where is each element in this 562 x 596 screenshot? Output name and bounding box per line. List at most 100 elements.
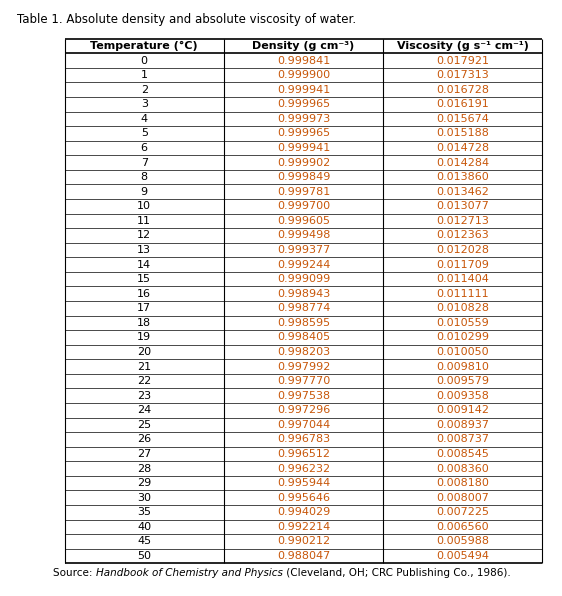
Text: 0.988047: 0.988047 (277, 551, 330, 561)
Text: 0.008360: 0.008360 (436, 464, 489, 474)
Text: 0.009579: 0.009579 (436, 376, 489, 386)
Text: 8: 8 (140, 172, 148, 182)
Text: 0.998405: 0.998405 (277, 333, 330, 343)
Text: 0.997992: 0.997992 (277, 362, 330, 371)
Text: 1: 1 (140, 70, 148, 80)
Text: 21: 21 (137, 362, 151, 371)
Text: 0.012713: 0.012713 (436, 216, 489, 226)
Text: 28: 28 (137, 464, 151, 474)
Text: 13: 13 (137, 245, 151, 255)
Text: 0.006560: 0.006560 (437, 522, 489, 532)
Text: 0.999902: 0.999902 (277, 157, 330, 167)
Text: Temperature (°C): Temperature (°C) (90, 41, 198, 51)
Text: 45: 45 (137, 536, 151, 547)
Text: 0.994029: 0.994029 (277, 507, 330, 517)
Text: 0.999965: 0.999965 (277, 128, 330, 138)
Text: 0.010299: 0.010299 (436, 333, 489, 343)
Text: 35: 35 (137, 507, 151, 517)
Text: 0.009358: 0.009358 (436, 390, 489, 401)
Text: 0.010559: 0.010559 (436, 318, 489, 328)
Text: 4: 4 (140, 114, 148, 124)
Text: 0: 0 (140, 55, 148, 66)
Text: 0.015188: 0.015188 (436, 128, 489, 138)
Text: 0.999700: 0.999700 (277, 201, 330, 212)
Text: 0.999244: 0.999244 (277, 259, 330, 269)
Text: 18: 18 (137, 318, 151, 328)
Text: 7: 7 (140, 157, 148, 167)
Text: 0.999849: 0.999849 (277, 172, 330, 182)
Text: 0.992214: 0.992214 (277, 522, 330, 532)
Text: 0.005494: 0.005494 (436, 551, 489, 561)
Text: 16: 16 (137, 288, 151, 299)
Text: 29: 29 (137, 478, 151, 488)
Text: 11: 11 (137, 216, 151, 226)
Text: 0.013860: 0.013860 (436, 172, 489, 182)
Text: 0.997538: 0.997538 (277, 390, 330, 401)
Text: 14: 14 (137, 259, 151, 269)
Text: 0.998774: 0.998774 (277, 303, 330, 313)
Text: 0.008545: 0.008545 (436, 449, 489, 459)
Text: Source:: Source: (53, 568, 96, 578)
Text: 0.011404: 0.011404 (436, 274, 489, 284)
Text: 0.008737: 0.008737 (436, 434, 489, 445)
Text: 0.010050: 0.010050 (437, 347, 489, 357)
Text: 0.011709: 0.011709 (436, 259, 489, 269)
Text: Density (g cm⁻³): Density (g cm⁻³) (252, 41, 355, 51)
Text: 0.997770: 0.997770 (277, 376, 330, 386)
Text: 0.008937: 0.008937 (436, 420, 489, 430)
Text: 0.005988: 0.005988 (436, 536, 489, 547)
Text: 0.013462: 0.013462 (436, 187, 489, 197)
Text: 0.995944: 0.995944 (277, 478, 330, 488)
Text: 20: 20 (137, 347, 151, 357)
Text: 0.999965: 0.999965 (277, 100, 330, 109)
Text: 5: 5 (140, 128, 148, 138)
Text: 22: 22 (137, 376, 151, 386)
Text: 0.999781: 0.999781 (277, 187, 330, 197)
Text: Handbook of Chemistry and Physics: Handbook of Chemistry and Physics (96, 568, 283, 578)
Text: 0.009810: 0.009810 (436, 362, 489, 371)
Text: 0.999099: 0.999099 (277, 274, 330, 284)
Text: 0.997296: 0.997296 (277, 405, 330, 415)
Text: 0.999900: 0.999900 (277, 70, 330, 80)
Text: 0.996232: 0.996232 (277, 464, 330, 474)
Text: 25: 25 (137, 420, 151, 430)
Text: 24: 24 (137, 405, 151, 415)
Text: 0.990212: 0.990212 (277, 536, 330, 547)
Text: (Cleveland, OH; CRC Publishing Co., 1986).: (Cleveland, OH; CRC Publishing Co., 1986… (283, 568, 511, 578)
Text: 0.017313: 0.017313 (436, 70, 489, 80)
Text: 6: 6 (140, 143, 148, 153)
Text: 27: 27 (137, 449, 151, 459)
Text: 0.014284: 0.014284 (436, 157, 490, 167)
Text: 0.008180: 0.008180 (436, 478, 489, 488)
Text: 0.999377: 0.999377 (277, 245, 330, 255)
Text: 0.007225: 0.007225 (436, 507, 489, 517)
Text: 0.016191: 0.016191 (436, 100, 489, 109)
Text: 26: 26 (137, 434, 151, 445)
Text: 23: 23 (137, 390, 151, 401)
Text: 0.999841: 0.999841 (277, 55, 330, 66)
Text: 40: 40 (137, 522, 151, 532)
Text: 0.011111: 0.011111 (437, 288, 489, 299)
Text: 19: 19 (137, 333, 151, 343)
Text: 0.997044: 0.997044 (277, 420, 330, 430)
Text: Table 1. Absolute density and absolute viscosity of water.: Table 1. Absolute density and absolute v… (17, 13, 356, 26)
Text: 0.016728: 0.016728 (436, 85, 489, 95)
Text: 10: 10 (137, 201, 151, 212)
Text: 0.998595: 0.998595 (277, 318, 330, 328)
Text: 30: 30 (137, 493, 151, 502)
Text: 0.014728: 0.014728 (436, 143, 490, 153)
Text: 0.996783: 0.996783 (277, 434, 330, 445)
Text: 0.008007: 0.008007 (436, 493, 489, 502)
Text: 0.995646: 0.995646 (277, 493, 330, 502)
Text: 0.012363: 0.012363 (436, 231, 489, 240)
Text: Viscosity (g s⁻¹ cm⁻¹): Viscosity (g s⁻¹ cm⁻¹) (397, 41, 529, 51)
Text: 15: 15 (137, 274, 151, 284)
Text: 0.012028: 0.012028 (436, 245, 489, 255)
Text: 0.998203: 0.998203 (277, 347, 330, 357)
Text: 0.999973: 0.999973 (277, 114, 330, 124)
Text: 17: 17 (137, 303, 151, 313)
Text: 9: 9 (140, 187, 148, 197)
Text: 0.009142: 0.009142 (436, 405, 489, 415)
Text: 0.017921: 0.017921 (436, 55, 489, 66)
Text: 0.999605: 0.999605 (277, 216, 330, 226)
